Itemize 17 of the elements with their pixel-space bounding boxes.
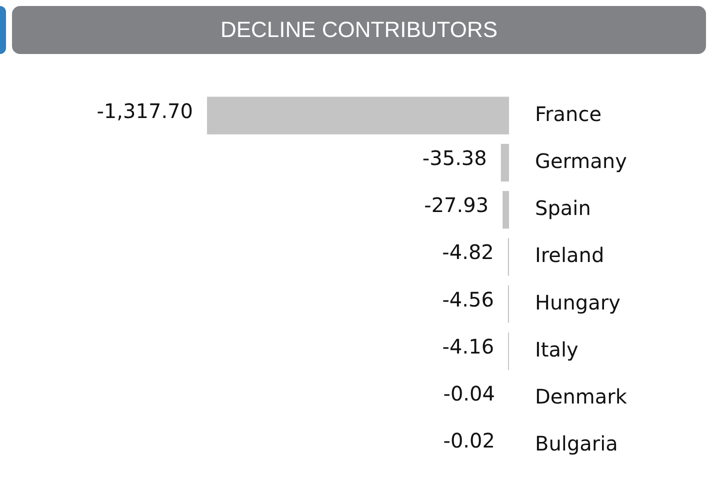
data-label: -4.56 bbox=[442, 287, 494, 312]
y-tick-label: Spain bbox=[535, 196, 591, 220]
y-tick-label: Italy bbox=[535, 337, 579, 362]
data-label: -35.38 bbox=[422, 146, 487, 170]
y-tick-label: France bbox=[535, 102, 602, 126]
data-label: -0.04 bbox=[443, 382, 495, 406]
y-tick-label: Bulgaria bbox=[535, 432, 618, 456]
data-label: -4.16 bbox=[442, 334, 494, 358]
y-tick-label: Denmark bbox=[535, 384, 628, 409]
y-tick-label: Ireland bbox=[535, 243, 604, 268]
chart-title: DECLINE CONTRIBUTORS bbox=[12, 6, 706, 54]
y-tick-label: Germany bbox=[535, 148, 628, 173]
data-label: -4.82 bbox=[442, 240, 494, 264]
data-label: -0.02 bbox=[443, 428, 495, 453]
data-label: -1,317.70 bbox=[96, 98, 193, 123]
data-label: -27.93 bbox=[424, 193, 489, 218]
y-tick-label: Hungary bbox=[535, 290, 621, 314]
